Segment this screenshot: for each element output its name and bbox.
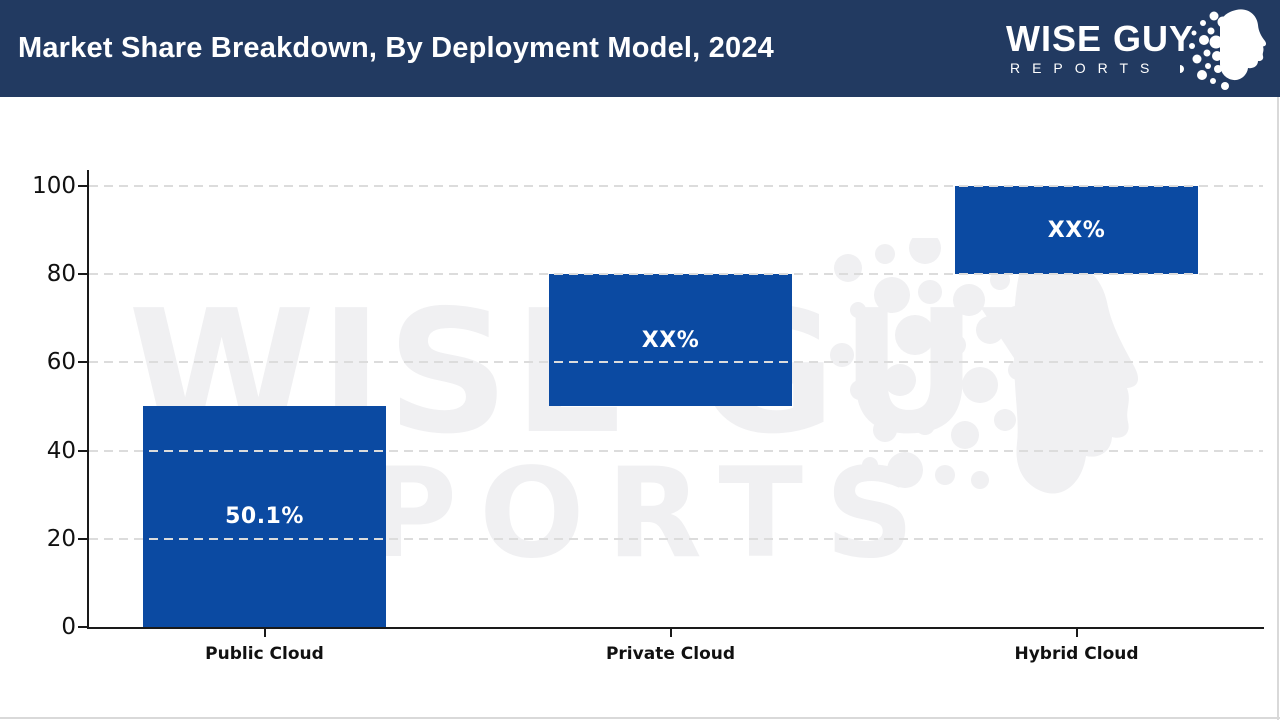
bar-value-label-hybrid-cloud: XX% bbox=[1047, 217, 1106, 243]
y-axis-line bbox=[87, 170, 89, 629]
brand-logo: WISE GUY REPORTS bbox=[1006, 6, 1268, 92]
y-tick-mark bbox=[78, 626, 87, 628]
x-axis-line bbox=[87, 627, 1264, 629]
gridline bbox=[89, 361, 1263, 364]
y-tick-mark bbox=[78, 537, 87, 540]
bar-hybrid-cloud: XX% bbox=[955, 186, 1198, 275]
y-tick-mark bbox=[78, 449, 87, 452]
y-tick-label: 0 bbox=[61, 614, 76, 640]
header-bar: Market Share Breakdown, By Deployment Mo… bbox=[0, 0, 1280, 97]
brand-subtitle: REPORTS bbox=[1009, 60, 1162, 76]
bar-public-cloud: 50.1% bbox=[143, 406, 386, 627]
y-tick-mark bbox=[78, 185, 87, 187]
y-tick-label: 40 bbox=[46, 437, 76, 464]
y-tick-label: 100 bbox=[32, 173, 76, 199]
y-tick-label: 20 bbox=[46, 525, 76, 552]
gridline bbox=[89, 537, 1263, 540]
gridline bbox=[89, 273, 1263, 276]
page-right-border bbox=[1277, 97, 1279, 720]
y-tick-label: 60 bbox=[46, 349, 76, 376]
watermark-head-icon bbox=[830, 238, 1139, 494]
brand-logo-text: WISE GUY REPORTS bbox=[1005, 18, 1194, 77]
y-tick-mark bbox=[78, 273, 87, 276]
y-tick-mark bbox=[78, 361, 87, 364]
page-title: Market Share Breakdown, By Deployment Mo… bbox=[18, 32, 774, 64]
gridline bbox=[89, 449, 1263, 452]
page-bottom-border bbox=[0, 717, 1280, 719]
dotted-head-icon bbox=[1180, 8, 1267, 90]
x-axis-label-public-cloud: Public Cloud bbox=[205, 644, 324, 664]
gridline bbox=[89, 185, 1263, 187]
bar-value-label-private-cloud: XX% bbox=[641, 327, 700, 353]
x-axis-label-private-cloud: Private Cloud bbox=[605, 644, 736, 664]
x-tick-mark bbox=[263, 629, 266, 637]
x-tick-mark bbox=[1075, 629, 1078, 637]
brand-name: WISE GUY bbox=[1005, 18, 1194, 59]
y-tick-label: 80 bbox=[46, 261, 76, 288]
x-axis-label-hybrid-cloud: Hybrid Cloud bbox=[1014, 644, 1139, 664]
bar-value-label-public-cloud: 50.1% bbox=[225, 504, 304, 530]
x-tick-mark bbox=[669, 629, 672, 637]
bar-private-cloud: XX% bbox=[549, 274, 792, 407]
